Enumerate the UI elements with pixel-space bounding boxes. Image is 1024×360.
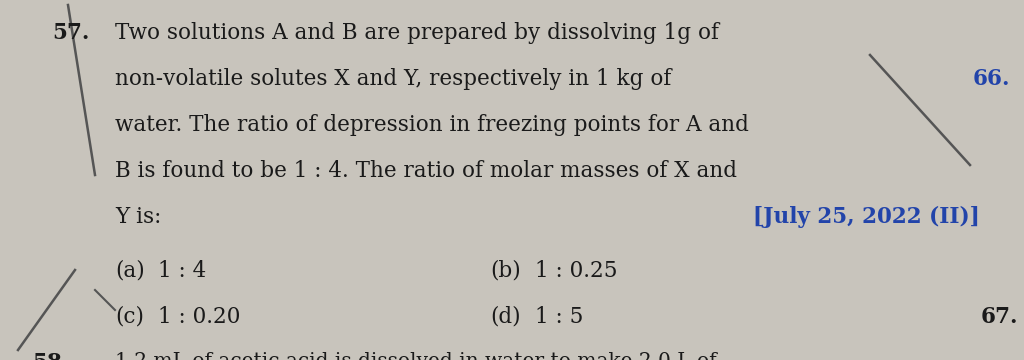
Text: (d): (d) bbox=[490, 306, 520, 328]
Text: B is found to be 1 : 4. The ratio of molar masses of X and: B is found to be 1 : 4. The ratio of mol… bbox=[115, 160, 737, 182]
Text: 67.: 67. bbox=[981, 306, 1018, 328]
Text: [July 25, 2022 (II)]: [July 25, 2022 (II)] bbox=[753, 206, 980, 228]
Text: 1 : 4: 1 : 4 bbox=[158, 260, 206, 282]
Text: 66.: 66. bbox=[973, 68, 1010, 90]
Text: Two solutions A and B are prepared by dissolving 1g of: Two solutions A and B are prepared by di… bbox=[115, 22, 719, 44]
Text: (a): (a) bbox=[115, 260, 144, 282]
Text: 57.: 57. bbox=[52, 22, 89, 44]
Text: (b): (b) bbox=[490, 260, 521, 282]
Text: 1 : 5: 1 : 5 bbox=[535, 306, 584, 328]
Text: 58.: 58. bbox=[32, 352, 70, 360]
Text: non-volatile solutes X and Y, respectively in 1 kg of: non-volatile solutes X and Y, respective… bbox=[115, 68, 672, 90]
Text: 1 : 0.25: 1 : 0.25 bbox=[535, 260, 617, 282]
Text: 1.2 mL of acetic acid is dissolved in water to make 2.0 L of: 1.2 mL of acetic acid is dissolved in wa… bbox=[115, 352, 717, 360]
Text: water. The ratio of depression in freezing points for A and: water. The ratio of depression in freezi… bbox=[115, 114, 749, 136]
Text: 1 : 0.20: 1 : 0.20 bbox=[158, 306, 241, 328]
Text: (c): (c) bbox=[115, 306, 144, 328]
Text: Y is:: Y is: bbox=[115, 206, 162, 228]
